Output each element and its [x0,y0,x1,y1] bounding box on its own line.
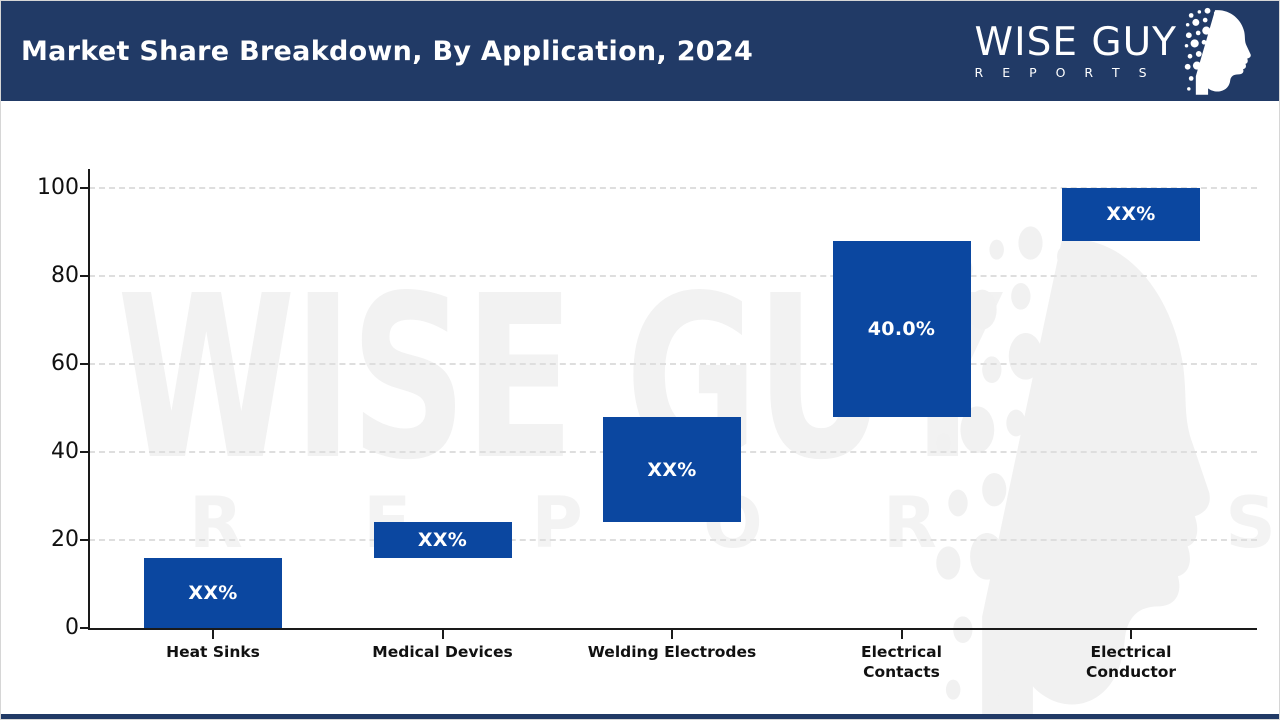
brand-subname: R E P O R T S [974,64,1155,80]
y-axis-line [88,169,90,630]
x-tick-mark [671,630,673,639]
y-tick-mark [80,539,89,541]
bar-value-label: XX% [647,458,697,481]
chart-plot-area: 0 20 40 60 80 100 XX% Heat Sinks XX% Medical Devi… [1,101,1279,716]
x-tick-mark [212,630,214,639]
bar: XX% [373,522,512,558]
y-tick-label: 100 [37,175,79,200]
y-tick-mark [80,627,89,629]
bar-value-label: XX% [1106,203,1156,226]
brand-logo-text: WISE GUY R E P O R T S [975,23,1177,80]
x-tick-label: Electrical Conductor [1085,643,1177,681]
y-tick-mark [80,187,89,189]
x-tick-label: Heat Sinks [166,643,260,661]
y-tick-mark [80,363,89,365]
gridline [89,275,1257,277]
gridline [89,187,1257,189]
x-axis-line [89,628,1257,630]
bar-value-label: XX% [417,528,468,551]
gridline [89,539,1257,541]
x-tick-mark [1130,630,1132,639]
y-tick-label: 20 [51,527,79,552]
y-tick-mark [80,451,89,453]
y-tick-label: 0 [65,615,79,640]
x-tick-mark [441,630,444,639]
x-tick-label: Medical Devices [372,643,513,661]
bar: XX% [144,557,282,628]
footer-bar [1,714,1279,719]
x-tick-label: Welding Electrodes [587,643,757,661]
page-title: Market Share Breakdown, By Application, … [21,35,754,67]
y-tick-label: 60 [51,351,79,376]
bar: XX% [603,416,741,523]
bar: 40.0% [832,240,971,417]
x-tick-mark [900,630,903,639]
brand-face-icon [1184,7,1251,95]
y-tick-label: 80 [51,263,79,288]
bar-value-label: XX% [188,581,238,604]
header-bar: Market Share Breakdown, By Application, … [1,1,1279,101]
brand-name: WISE GUY [974,19,1177,65]
y-tick-mark [80,275,89,277]
brand-logo: WISE GUY R E P O R T S [975,7,1253,95]
bar: XX% [1062,188,1200,241]
y-tick-label: 40 [51,439,79,464]
x-tick-label: Electrical Contacts [861,643,942,681]
gridline [89,363,1257,365]
bar-value-label: 40.0% [867,317,936,340]
